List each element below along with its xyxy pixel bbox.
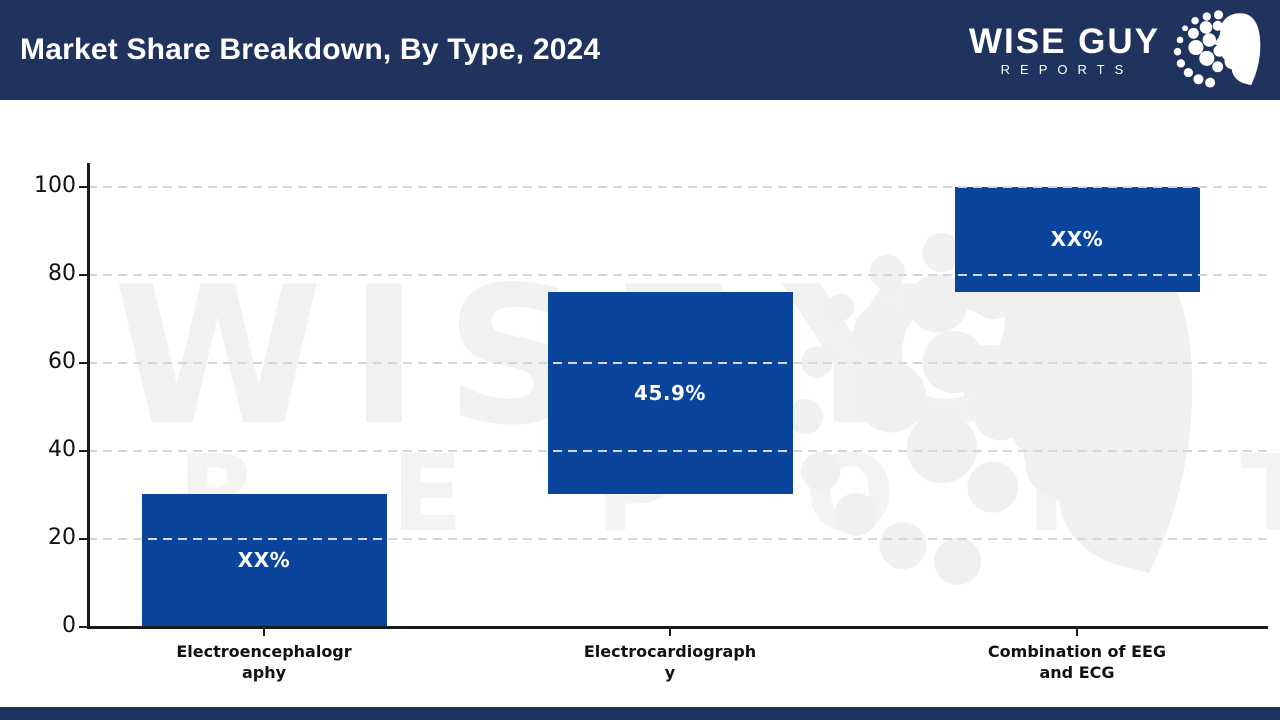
y-tick-label: 20 [48, 525, 76, 550]
bar-value-label: XX% [237, 548, 291, 573]
y-tick-label: 40 [48, 437, 76, 462]
gridline-y-60 [88, 362, 1268, 364]
y-tick-label: 60 [48, 349, 76, 374]
y-tick-mark [79, 538, 88, 540]
brand-logo-text: WISE GUY REPORTS [969, 24, 1160, 77]
y-axis-spine [87, 163, 90, 629]
bar-segment: XX% [954, 187, 1200, 292]
x-category-label-line: and ECG [1039, 663, 1115, 682]
y-tick-mark [79, 626, 88, 628]
logo-head-icon [1173, 10, 1261, 88]
gridline-y-20 [88, 538, 1268, 540]
report-title: Market Share Breakdown, By Type, 2024 [20, 33, 601, 66]
x-tick-mark [1076, 627, 1078, 636]
x-axis-spine [87, 626, 1268, 629]
x-category-label: Combination of EEG and ECG [907, 641, 1247, 683]
x-category-label: Electroencephalogr aphy [94, 641, 434, 683]
y-tick-mark [79, 450, 88, 452]
x-category-label: Electrocardiograph y [500, 641, 840, 683]
bar-segment: XX% [141, 493, 387, 627]
x-category-label-line: Electrocardiograph [583, 642, 757, 661]
bar-value-label: XX% [1050, 227, 1104, 252]
logo-subtext: REPORTS [1000, 61, 1134, 77]
y-tick-label: 0 [62, 613, 76, 638]
bar-value-label: 45.9% [634, 380, 706, 405]
gridline-y-80 [88, 274, 1268, 276]
x-category-label-line: Combination of EEG [987, 642, 1167, 661]
bar-segment: 45.9% [547, 291, 793, 494]
x-tick-mark [263, 627, 265, 636]
y-tick-mark [79, 186, 88, 188]
header-bar: Market Share Breakdown, By Type, 2024 WI… [0, 0, 1280, 100]
y-tick-mark [79, 274, 88, 276]
x-category-label-line: aphy [241, 663, 287, 682]
brand-logo: WISE GUY REPORTS [969, 7, 1262, 93]
y-tick-label: 80 [48, 261, 76, 286]
y-tick-label: 100 [34, 173, 76, 198]
x-category-label-line: y [664, 663, 676, 682]
gridline-y-100 [88, 186, 1268, 188]
footer-bar [0, 707, 1280, 720]
x-category-label-line: Electroencephalogr [176, 642, 352, 661]
gridline-y-40 [88, 450, 1268, 452]
logo-wordmark: WISE GUY [968, 21, 1160, 61]
y-tick-mark [79, 362, 88, 364]
x-tick-mark [669, 627, 671, 636]
